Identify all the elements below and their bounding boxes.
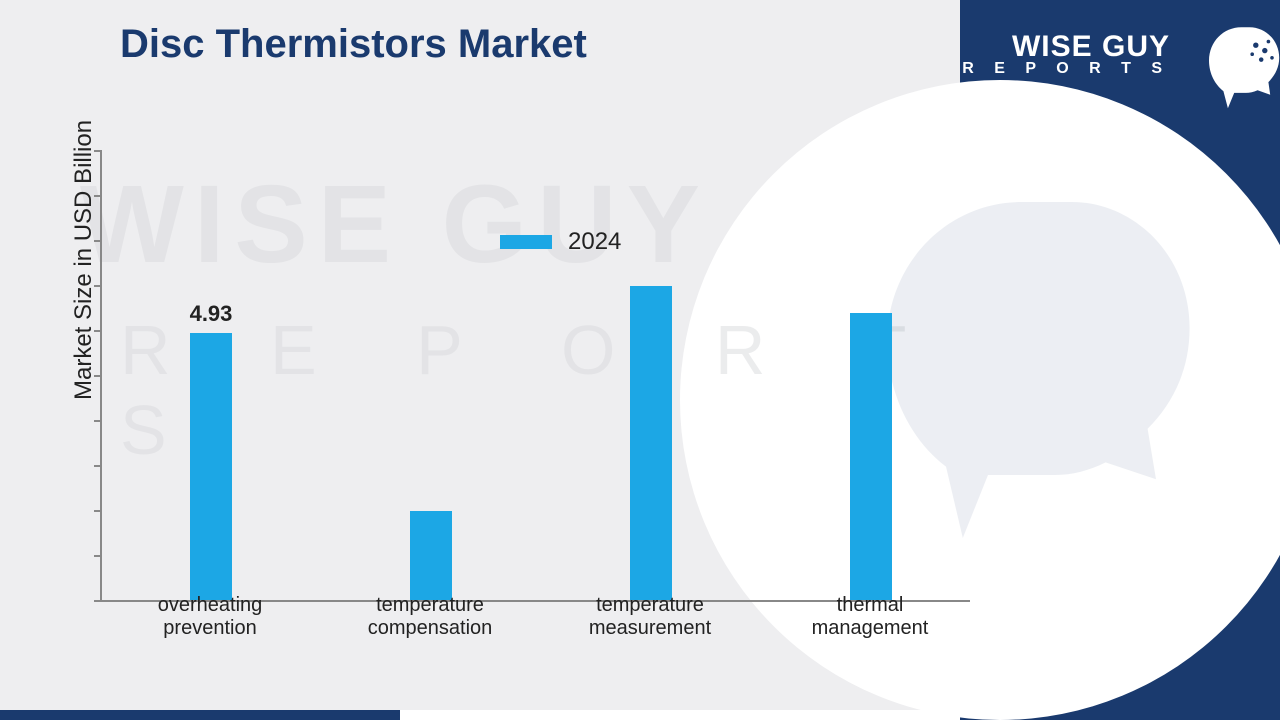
y-tick: [94, 510, 100, 512]
bar: [190, 333, 232, 600]
category-label: temperaturecompensation: [345, 594, 515, 640]
bar-value-label: 4.93: [171, 301, 251, 327]
y-tick: [94, 195, 100, 197]
y-tick: [94, 465, 100, 467]
bar: [630, 286, 672, 600]
y-axis: [100, 150, 102, 600]
y-tick: [94, 240, 100, 242]
y-tick: [94, 150, 100, 152]
y-tick: [94, 555, 100, 557]
chart-stage: WISE GUY R E P O R T S Disc Thermistors …: [0, 0, 1280, 720]
brand-logo: WISE GUY R E P O R T S: [962, 30, 1170, 78]
y-tick: [94, 375, 100, 377]
category-label: temperaturemeasurement: [565, 594, 735, 640]
y-tick: [94, 420, 100, 422]
plot-area: overheatingprevention 4.93 temperaturecomp…: [100, 150, 970, 670]
y-axis-label: Market Size in USD Billion: [70, 120, 98, 400]
bar: [850, 313, 892, 600]
y-tick: [94, 330, 100, 332]
y-tick: [94, 285, 100, 287]
category-label: thermalmanagement: [785, 594, 955, 640]
brand-head-icon: [1200, 20, 1280, 110]
brand-line1: WISE GUY: [962, 30, 1170, 64]
brand-line2: R E P O R T S: [962, 60, 1170, 78]
y-tick: [94, 600, 100, 602]
chart-title: Disc Thermistors Market: [120, 22, 587, 67]
category-label: overheatingprevention: [125, 594, 295, 640]
footer-accent-bar: [0, 710, 400, 720]
bar: [410, 511, 452, 600]
